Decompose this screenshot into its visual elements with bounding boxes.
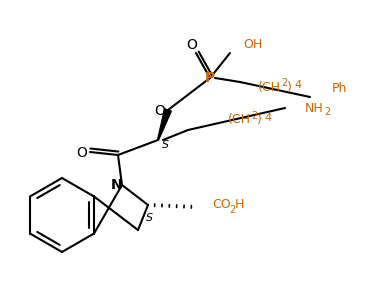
Text: 4: 4 xyxy=(294,80,301,90)
Text: 2: 2 xyxy=(229,205,235,215)
Text: (CH: (CH xyxy=(258,80,281,94)
Text: 2: 2 xyxy=(251,111,257,121)
Text: 4: 4 xyxy=(264,113,271,123)
Text: O: O xyxy=(187,38,198,52)
Text: S: S xyxy=(146,213,153,223)
Polygon shape xyxy=(158,109,171,140)
Text: O: O xyxy=(77,146,87,160)
Text: (CH: (CH xyxy=(228,113,251,126)
Text: NH: NH xyxy=(305,101,324,114)
Text: H: H xyxy=(235,198,244,212)
Text: OH: OH xyxy=(243,39,262,51)
Text: CO: CO xyxy=(212,198,231,212)
Text: ): ) xyxy=(287,80,292,94)
Text: 2: 2 xyxy=(281,78,287,88)
Text: ): ) xyxy=(257,113,262,126)
Text: N: N xyxy=(111,178,123,192)
Text: Ph: Ph xyxy=(332,82,347,95)
Text: P: P xyxy=(205,71,215,85)
Text: O: O xyxy=(155,104,166,118)
Text: S: S xyxy=(162,140,170,150)
Text: 2: 2 xyxy=(324,107,330,117)
